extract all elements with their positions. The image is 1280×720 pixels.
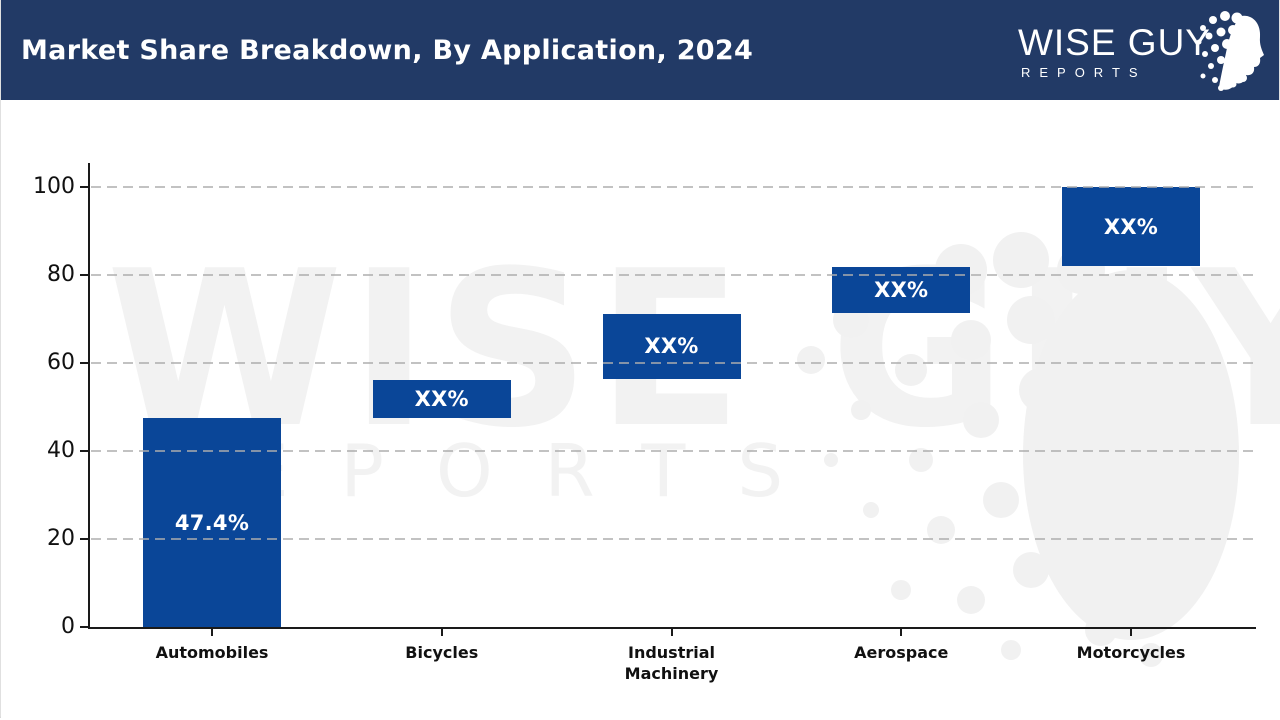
y-tick-label: 0 bbox=[61, 614, 75, 639]
header-bar: Market Share Breakdown, By Application, … bbox=[1, 0, 1279, 100]
gridline bbox=[91, 274, 1256, 276]
y-axis-line bbox=[88, 163, 90, 629]
x-category-label: Bicycles bbox=[405, 643, 479, 662]
waterfall-bar: XX% bbox=[372, 380, 511, 418]
waterfall-bar: XX% bbox=[1062, 187, 1200, 267]
x-tick-mark bbox=[440, 629, 443, 636]
gridline bbox=[91, 450, 1256, 452]
y-tick-mark bbox=[80, 538, 89, 540]
gridline bbox=[91, 538, 1256, 540]
x-category-label: Industrial Machinery bbox=[624, 643, 719, 684]
brand-logo-text: WISE GUY REPORTS bbox=[1017, 21, 1211, 81]
x-axis-line bbox=[88, 627, 1256, 629]
gridline bbox=[91, 186, 1256, 188]
y-tick-label: 60 bbox=[47, 350, 75, 375]
brand-logo: WISE GUY REPORTS bbox=[1018, 10, 1265, 94]
brand-wordmark: WISE GUY bbox=[1017, 21, 1211, 63]
y-tick-mark bbox=[80, 186, 89, 188]
x-tick-mark bbox=[1130, 629, 1132, 636]
y-tick-mark bbox=[80, 626, 89, 628]
x-category-label: Motorcycles bbox=[1076, 643, 1186, 662]
y-tick-mark bbox=[80, 450, 89, 452]
waterfall-bar: 47.4% bbox=[143, 418, 281, 627]
x-tick-mark bbox=[670, 629, 673, 636]
y-tick-label: 20 bbox=[47, 526, 75, 551]
page-title: Market Share Breakdown, By Application, … bbox=[21, 34, 754, 66]
x-tick-mark bbox=[900, 629, 903, 636]
logo-face-icon bbox=[1196, 11, 1264, 91]
y-tick-label: 80 bbox=[47, 262, 75, 287]
y-tick-label: 40 bbox=[47, 438, 75, 463]
y-tick-label: 100 bbox=[33, 174, 75, 199]
brand-subtitle: REPORTS bbox=[1020, 65, 1147, 81]
waterfall-chart: WISE GUY REPORTS 02040608010047.4%Automo… bbox=[1, 100, 1280, 718]
y-tick-mark bbox=[80, 274, 89, 276]
waterfall-bar: XX% bbox=[602, 314, 741, 379]
bar-value-label: XX% bbox=[874, 277, 929, 302]
bar-value-label: XX% bbox=[644, 334, 699, 359]
gridline bbox=[91, 362, 1256, 364]
bar-value-label: XX% bbox=[414, 386, 469, 411]
y-tick-mark bbox=[80, 362, 89, 364]
x-category-label: Automobiles bbox=[155, 643, 269, 662]
bar-value-label: 47.4% bbox=[174, 510, 250, 535]
bar-value-label: XX% bbox=[1103, 214, 1159, 239]
x-category-label: Aerospace bbox=[854, 643, 949, 662]
x-tick-mark bbox=[211, 629, 213, 636]
